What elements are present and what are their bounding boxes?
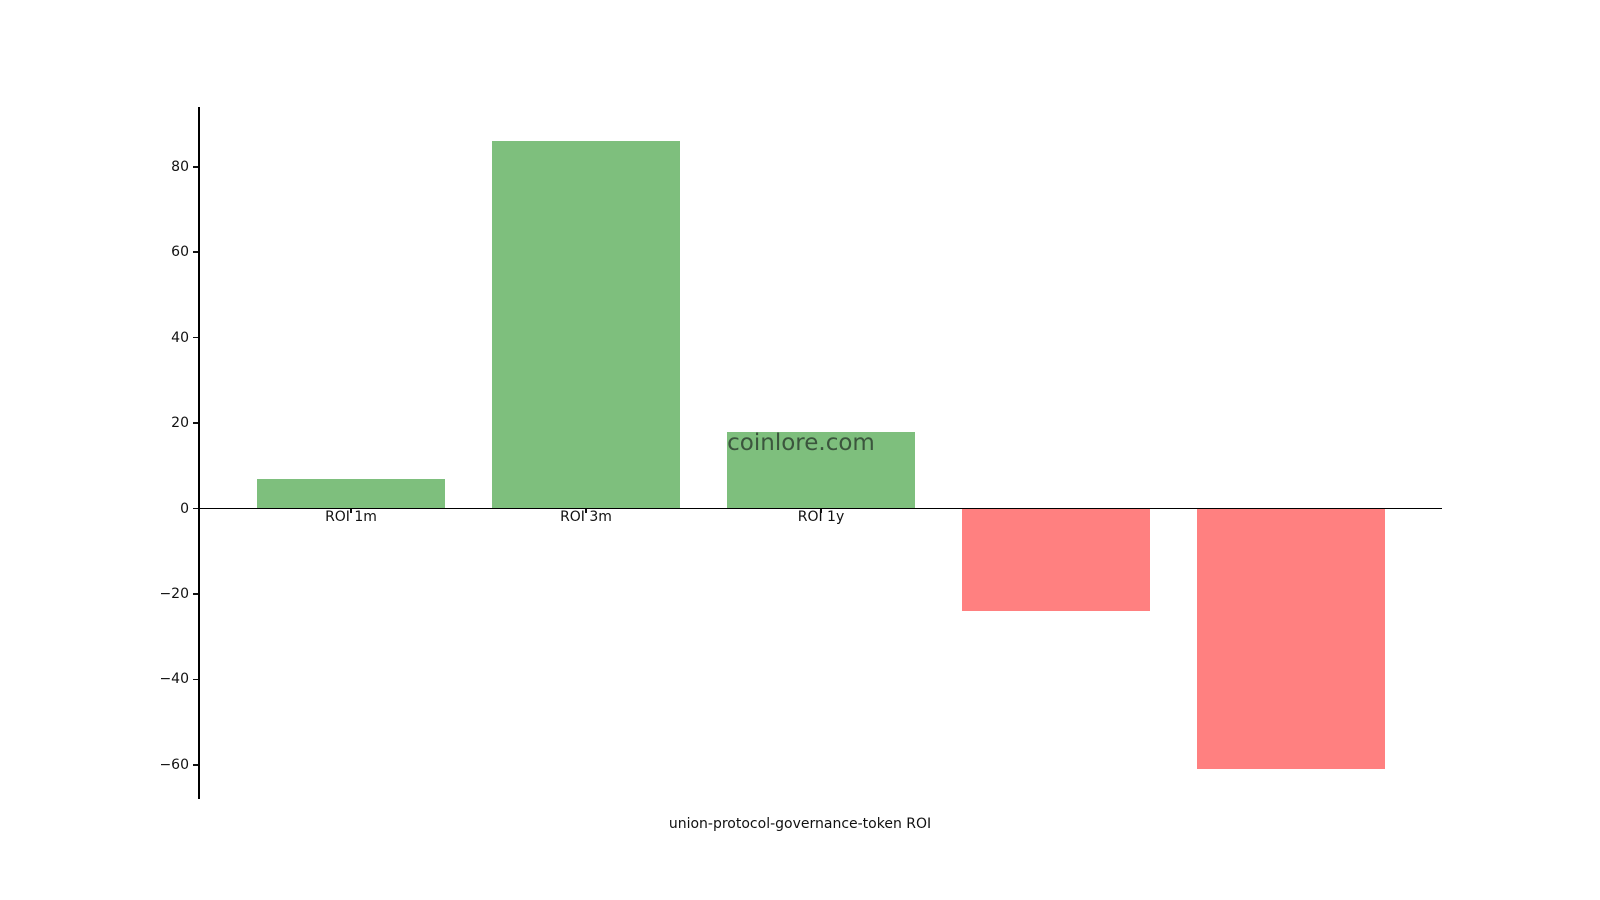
y-tick-mark (193, 166, 199, 168)
y-tick-mark (193, 251, 199, 253)
y-axis-line (198, 107, 200, 799)
x-axis-line (199, 507, 1442, 510)
y-tick-mark (193, 507, 199, 510)
bar-positive (257, 478, 445, 509)
y-tick-label: 40 (171, 329, 189, 346)
bar-positive (727, 431, 915, 509)
x-tick-mark (820, 508, 822, 514)
watermark: coinlore.com (727, 430, 875, 456)
y-tick-mark (193, 336, 199, 339)
y-tick-label: 60 (171, 244, 189, 261)
y-tick-mark (193, 764, 199, 766)
chart-title: union-protocol-governance-token ROI (668, 816, 932, 832)
y-tick-label: −20 (159, 585, 189, 602)
x-tick-mark (350, 508, 352, 514)
bar-negative (962, 508, 1150, 612)
y-tick-label: −60 (159, 756, 189, 773)
y-tick-label: 0 (180, 500, 189, 517)
x-tick-label: ROI 3m (560, 509, 612, 525)
x-tick-label: ROI 1m (325, 509, 377, 525)
y-tick-mark (193, 593, 199, 595)
x-tick-mark (585, 508, 587, 514)
y-tick-mark (193, 422, 199, 424)
y-tick-label: 80 (171, 158, 189, 175)
bar-positive (492, 141, 680, 509)
y-tick-label: 20 (171, 415, 189, 432)
y-tick-mark (193, 678, 199, 681)
y-tick-label: −40 (159, 671, 189, 688)
x-tick-label: ROI 1y (797, 509, 845, 525)
bar-negative (1197, 508, 1385, 770)
